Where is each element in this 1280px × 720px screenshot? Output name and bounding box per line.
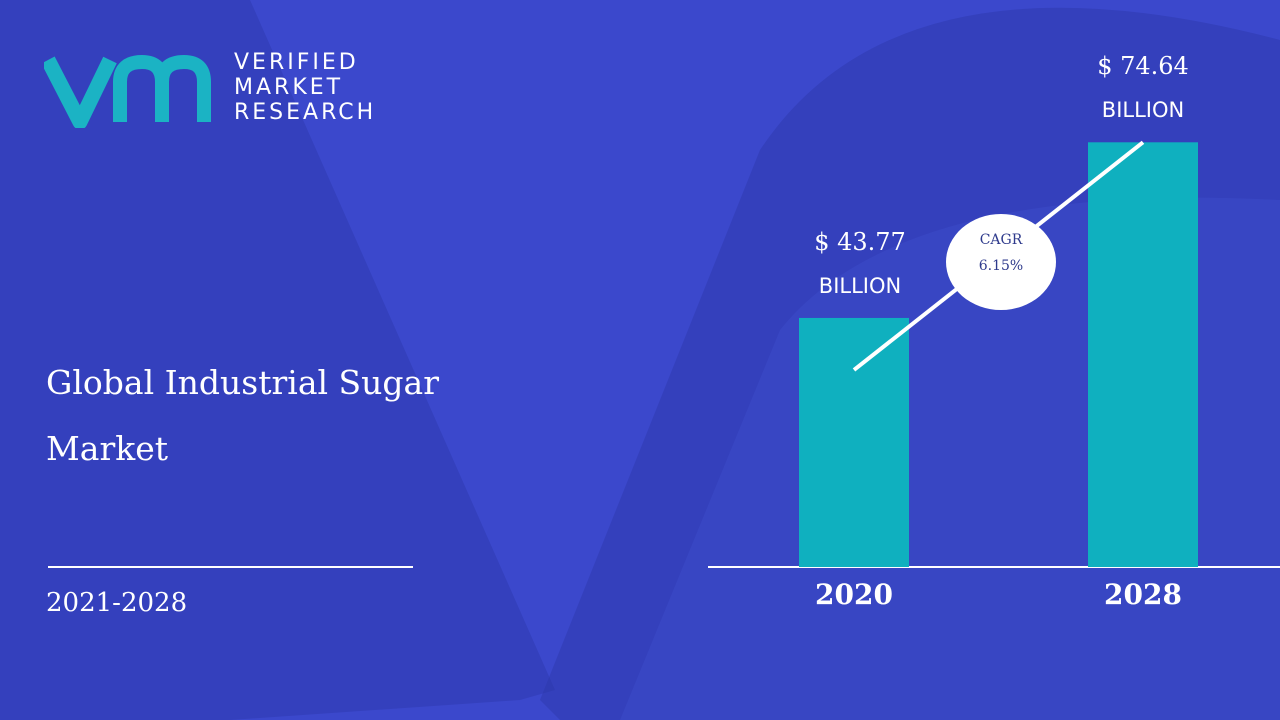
vmr-logo-icon [44, 54, 211, 128]
market-size-chart: CAGR 6.15% $ 43.77 BILLION $ 74.64 BILLION … [700, 40, 1280, 640]
chart-canvas [708, 140, 1280, 568]
report-title: Global Industrial Sugar Market [46, 363, 439, 468]
brand-line-3: RESEARCH [234, 100, 377, 125]
bar-2020 [799, 317, 909, 567]
category-label-2020: 2020 [815, 578, 893, 611]
value-unit: BILLION [1101, 98, 1185, 123]
brand-logo: VERIFIED MARKET RESEARCH [44, 48, 404, 132]
value-unit: BILLION [818, 273, 902, 298]
cagr-label: CAGR [979, 232, 1023, 248]
report-period: 2021-2028 [46, 588, 188, 618]
bar-2028 [1088, 142, 1198, 567]
value-amount: $ 43.77 [814, 227, 906, 256]
value-amount: $ 74.64 [1097, 52, 1189, 81]
brand-line-1: VERIFIED [234, 50, 359, 75]
title-divider [48, 566, 413, 568]
brand-wordmark: VERIFIED MARKET RESEARCH [234, 50, 376, 125]
brand-line-2: MARKET [234, 75, 344, 100]
cagr-value: 6.15% [978, 258, 1024, 274]
cagr-badge: CAGR 6.15% [946, 214, 1056, 310]
value-label-2028: $ 74.64 BILLION [1068, 44, 1218, 132]
value-label-2020: $ 43.77 BILLION [785, 220, 935, 308]
category-label-2028: 2028 [1104, 578, 1182, 611]
